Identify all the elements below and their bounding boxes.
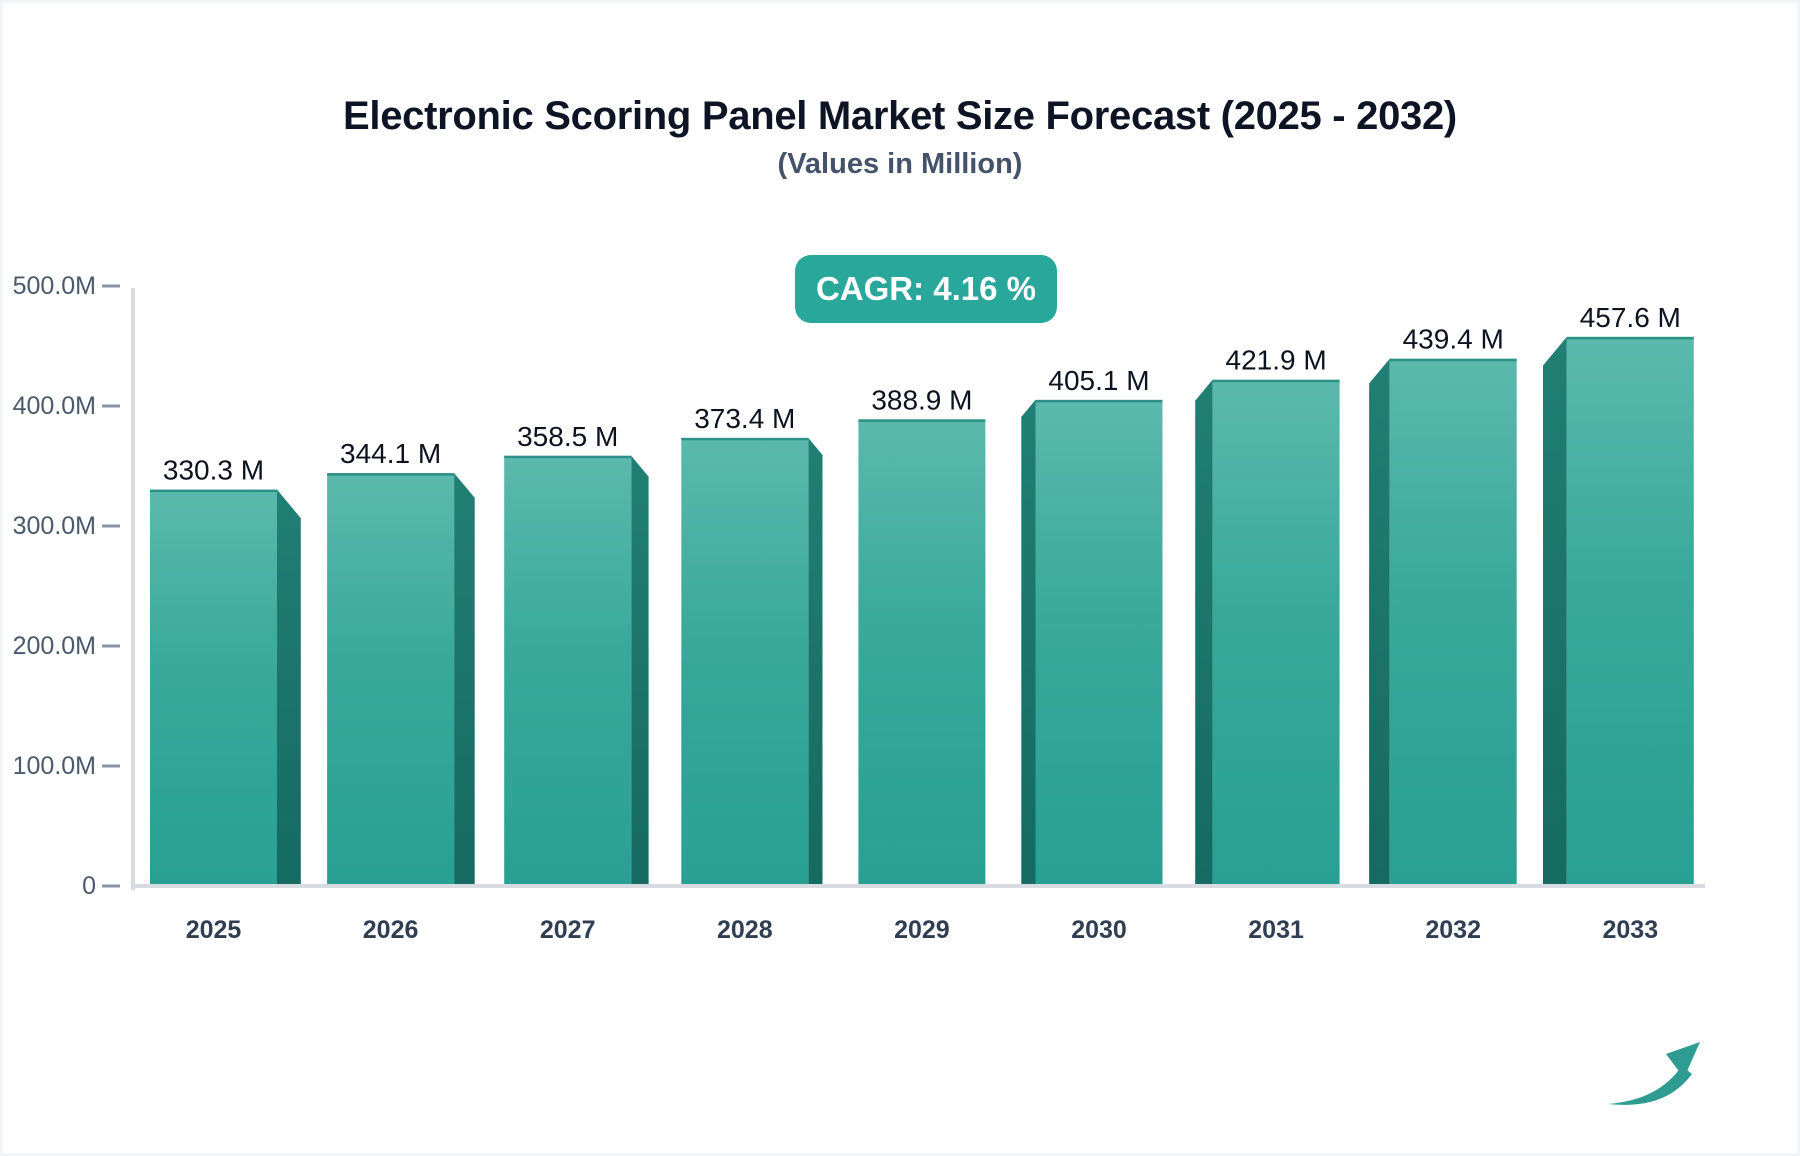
bar-2033[interactable]: [1543, 336, 1694, 886]
y-axis-tick-mark: [102, 404, 120, 408]
bar-value-label: 330.3 M: [163, 455, 264, 486]
amr-logo: [1608, 1042, 1700, 1105]
bar-side-face: [631, 455, 649, 886]
y-axis-tick-label: 0: [82, 872, 96, 900]
x-axis-label-2031: 2031: [1248, 916, 1304, 944]
bar-2031[interactable]: [1195, 379, 1340, 886]
bar-front-face: [150, 489, 277, 886]
y-axis-tick-mark: [102, 644, 120, 648]
trend-arrowhead-icon: [1666, 1042, 1700, 1078]
y-axis-tick-mark: [102, 884, 120, 888]
bar-2025[interactable]: [150, 489, 301, 886]
bar-front-face: [681, 437, 809, 886]
bar-front-face: [1212, 379, 1340, 886]
y-axis-tick-mark: [102, 284, 120, 288]
x-axis-label-2029: 2029: [894, 916, 950, 944]
bar-value-label: 373.4 M: [694, 403, 795, 434]
x-axis-label-2026: 2026: [363, 916, 419, 944]
bar-side-face: [808, 437, 823, 886]
cagr-badge: CAGR: 4.16 %: [795, 255, 1057, 323]
bar-value-label: 388.9 M: [871, 384, 972, 415]
bar-value-label: 358.5 M: [517, 421, 618, 452]
bar-2032[interactable]: [1369, 358, 1517, 887]
bar-front-face: [327, 473, 455, 886]
bar-side-face: [1369, 358, 1390, 887]
bar-value-label: 344.1 M: [340, 438, 441, 469]
bar-side-face: [454, 473, 475, 886]
x-axis-label-2025: 2025: [186, 916, 242, 944]
cagr-badge-label: CAGR: 4.16 %: [815, 270, 1037, 307]
y-axis-tick-label: 100.0M: [13, 752, 96, 780]
x-axis-label-2030: 2030: [1071, 916, 1127, 944]
bar-value-label: 421.9 M: [1226, 345, 1327, 376]
bar-2026[interactable]: [327, 473, 475, 886]
bar-side-face: [277, 489, 301, 886]
bar-2030[interactable]: [1021, 399, 1163, 886]
y-axis-tick-label: 400.0M: [13, 392, 96, 420]
bar-2028[interactable]: [681, 437, 823, 886]
bar-side-face: [1021, 399, 1036, 886]
y-axis-line: [131, 288, 135, 890]
bar-value-label: 405.1 M: [1048, 365, 1149, 396]
bar-front-face: [1389, 358, 1517, 887]
bar-2027[interactable]: [504, 455, 649, 886]
y-axis-tick-mark: [102, 764, 120, 768]
chart-subtitle: (Values in Million): [777, 148, 1023, 180]
x-axis-label-2033: 2033: [1602, 916, 1658, 944]
x-axis-label-2032: 2032: [1425, 916, 1481, 944]
bar-front-face: [504, 455, 632, 886]
chart-title: Electronic Scoring Panel Market Size For…: [343, 94, 1457, 138]
bar-front-face: [1566, 336, 1694, 886]
y-axis-tick-mark: [102, 524, 120, 528]
bar-value-label: 439.4 M: [1403, 324, 1504, 355]
y-axis-tick-label: 500.0M: [13, 272, 96, 300]
x-axis-label-2027: 2027: [540, 916, 596, 944]
y-axis-tick-label: 200.0M: [13, 632, 96, 660]
y-axis-tick-label: 300.0M: [13, 512, 96, 540]
bar-2029[interactable]: [858, 419, 986, 886]
x-axis-label-2028: 2028: [717, 916, 773, 944]
bar-side-face: [1195, 379, 1213, 886]
x-axis-line: [131, 884, 1705, 888]
bar-front-face: [1035, 399, 1163, 886]
bar-front-face: [858, 419, 986, 886]
bar-side-face: [1543, 336, 1567, 886]
bar-value-label: 457.6 M: [1580, 302, 1681, 333]
